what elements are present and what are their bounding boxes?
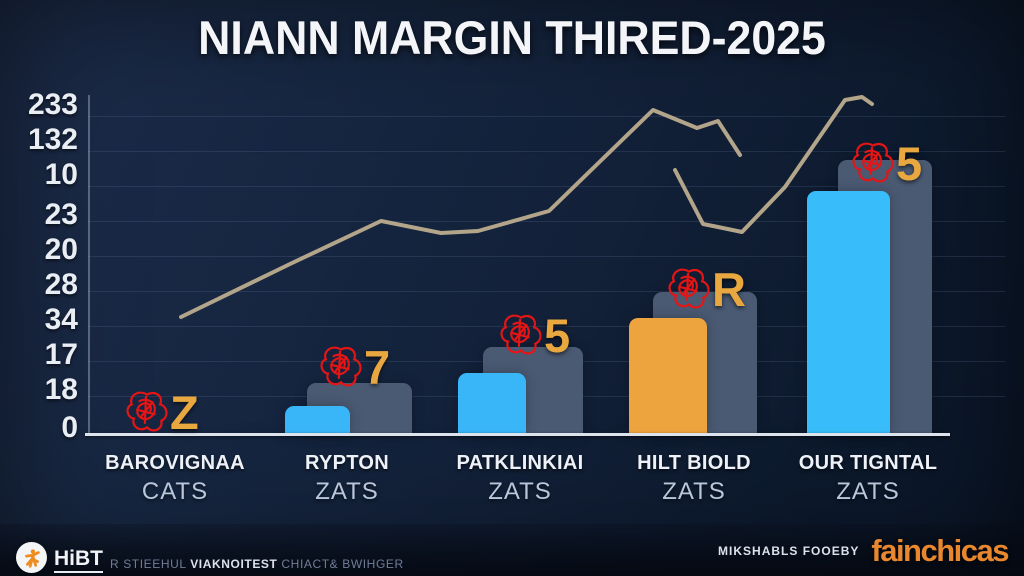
y-axis-line (88, 95, 90, 436)
y-tick-label: 18 (44, 373, 78, 406)
bar-front-group-3 (458, 373, 526, 435)
category-sub: ZATS (662, 478, 726, 505)
bar-front-group-2 (285, 406, 350, 435)
category-sub: CATS (141, 478, 209, 505)
annotation-letter: R (712, 262, 746, 316)
chart-title: NIANN MARGIN THIRED-2025 (198, 11, 826, 64)
y-tick-label: 34 (44, 303, 78, 336)
gridline (88, 116, 1005, 117)
annotation-letter: 5 (896, 136, 923, 190)
bar-front-group-4 (629, 318, 707, 435)
annotation-group-4: R (666, 262, 746, 316)
footer-brand-wordmark: fainchicas (871, 533, 1009, 568)
category-name: HILT BIOLD (637, 452, 751, 474)
annotation-group-1: Z (124, 385, 199, 439)
brand-logo-icon (16, 542, 47, 573)
category-name: PATKLINKIAI (456, 452, 584, 474)
category-sub: ZATS (315, 478, 379, 505)
category-label-3: PATKLINKIAI ZATS (410, 452, 630, 506)
footer-small-text: MIKSHABLS FOOEBY (718, 544, 860, 559)
y-tick-label: 17 (44, 338, 78, 371)
red-scribble-icon (126, 391, 168, 432)
y-tick-label: 132 (27, 123, 78, 156)
annotation-letter: 7 (364, 340, 391, 394)
category-name: BAROVIGNAA (105, 452, 245, 474)
y-tick-label: 20 (44, 233, 78, 266)
category-sub: ZATS (488, 478, 552, 505)
footer-tagline: R STIEEHUL VIAKNOITEST CHIACT& BWIHGER (110, 557, 404, 573)
red-scribble-icon (668, 268, 710, 309)
category-label-4: HILT BIOLD ZATS (584, 452, 804, 506)
footer-left: HiBT R STIEEHUL VIAKNOITEST CHIACT& BWIH… (16, 542, 404, 573)
y-tick-label: 10 (44, 158, 78, 191)
annotation-letter: 5 (544, 308, 571, 362)
annotation-group-2: 7 (318, 340, 390, 394)
tagline-part: CHIACT& BWIHGER (281, 557, 404, 571)
annotation-letter: Z (170, 385, 199, 439)
orange-figure-icon (24, 548, 40, 568)
x-axis-line (85, 433, 950, 436)
tagline-part: R STIEEHUL (110, 557, 187, 571)
footer-logo-text: HiBT (54, 548, 103, 573)
category-label-1: BAROVIGNAA CATS (65, 452, 285, 506)
annotation-group-5: 5 (850, 136, 922, 190)
category-name: OUR TIGNTAL (798, 452, 938, 474)
category-label-5: OUR TIGNTAL ZATS (758, 452, 978, 506)
category-sub: ZATS (836, 478, 900, 505)
gridline (88, 326, 1005, 327)
bar-front-group-5 (807, 191, 890, 435)
tagline-part: VIAKNOITEST (190, 557, 278, 571)
category-label-2: RYPTON ZATS (237, 452, 457, 506)
y-tick-label: 28 (44, 268, 78, 301)
red-scribble-icon (500, 314, 542, 355)
annotation-group-3: 5 (498, 308, 570, 362)
category-name: RYPTON (304, 452, 390, 474)
red-scribble-icon (320, 346, 362, 387)
footer: HiBT R STIEEHUL VIAKNOITEST CHIACT& BWIH… (0, 524, 1024, 576)
red-scribble-icon (852, 142, 894, 183)
y-tick-label: 23 (44, 198, 78, 231)
y-tick-label: 0 (61, 411, 78, 444)
y-tick-label: 233 (27, 88, 78, 121)
footer-right: MIKSHABLS FOOEBY fainchicas (718, 533, 1009, 568)
